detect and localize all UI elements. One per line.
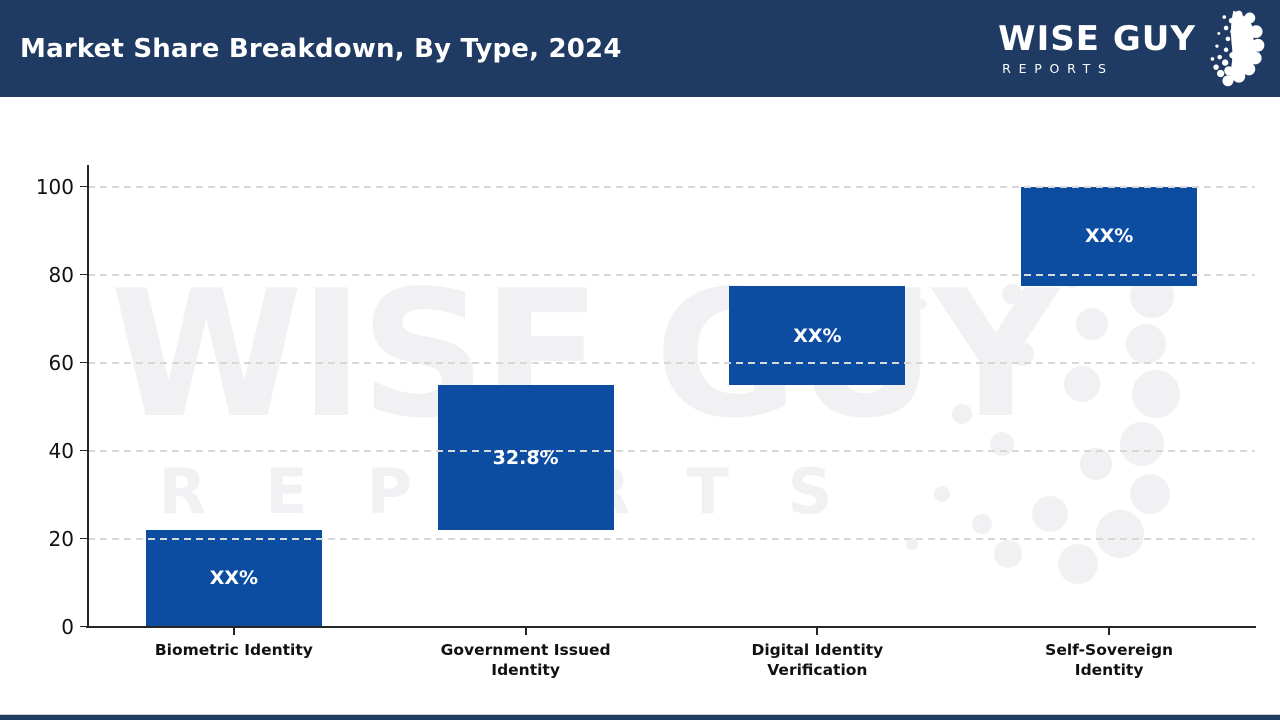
y-tick-label: 0 bbox=[61, 614, 74, 639]
header-bar: Market Share Breakdown, By Type, 2024 WI… bbox=[0, 0, 1280, 97]
bar-2 bbox=[729, 285, 906, 386]
y-tick-label: 100 bbox=[35, 174, 74, 199]
bar-value-label: XX% bbox=[209, 567, 259, 590]
category-label: Biometric Identity bbox=[154, 640, 313, 659]
y-tick-mark bbox=[80, 537, 88, 540]
page-title: Market Share Breakdown, By Type, 2024 bbox=[20, 34, 622, 64]
y-tick-label: 80 bbox=[48, 262, 74, 287]
y-axis-line bbox=[86, 165, 89, 627]
logo-subtitle: REPORTS bbox=[1002, 61, 1114, 76]
x-axis-line bbox=[86, 625, 1256, 628]
gridline-60 bbox=[88, 361, 1255, 364]
x-tick-mark bbox=[524, 627, 527, 635]
gridline-80 bbox=[88, 273, 1255, 276]
y-tick-mark bbox=[80, 185, 88, 188]
bar-value-label: XX% bbox=[793, 324, 842, 347]
y-tick-mark bbox=[80, 625, 88, 628]
category-label: Digital Identity Verification bbox=[751, 640, 884, 679]
y-tick-label: 20 bbox=[48, 526, 74, 551]
x-tick-mark bbox=[232, 627, 235, 635]
y-tick-label: 60 bbox=[48, 350, 74, 375]
logo-text: WISE GUY REPORTS bbox=[998, 20, 1196, 76]
dot-face-profile-icon bbox=[1210, 10, 1265, 87]
footer-divider bbox=[0, 714, 1280, 715]
bar-value-label: 32.8% bbox=[492, 446, 559, 469]
y-tick-label: 40 bbox=[48, 438, 74, 463]
gridline-20 bbox=[88, 537, 1255, 540]
y-tick-mark bbox=[80, 449, 88, 452]
logo-wordmark: WISE GUY bbox=[998, 19, 1196, 59]
bar-0 bbox=[145, 529, 322, 627]
gridline-40 bbox=[88, 449, 1255, 452]
footer-bar bbox=[0, 715, 1280, 720]
category-label: Government Issued Identity bbox=[440, 640, 611, 679]
x-tick-mark bbox=[1108, 627, 1111, 635]
category-label: Self-Sovereign Identity bbox=[1045, 640, 1174, 679]
bar-value-label: XX% bbox=[1084, 225, 1134, 248]
gridline-100 bbox=[88, 185, 1255, 188]
bar-1 bbox=[437, 385, 614, 530]
y-tick-mark bbox=[80, 273, 88, 276]
x-tick-mark bbox=[816, 627, 819, 635]
y-tick-mark bbox=[80, 361, 88, 364]
wiseguy-logo: WISE GUY REPORTS bbox=[998, 6, 1268, 90]
